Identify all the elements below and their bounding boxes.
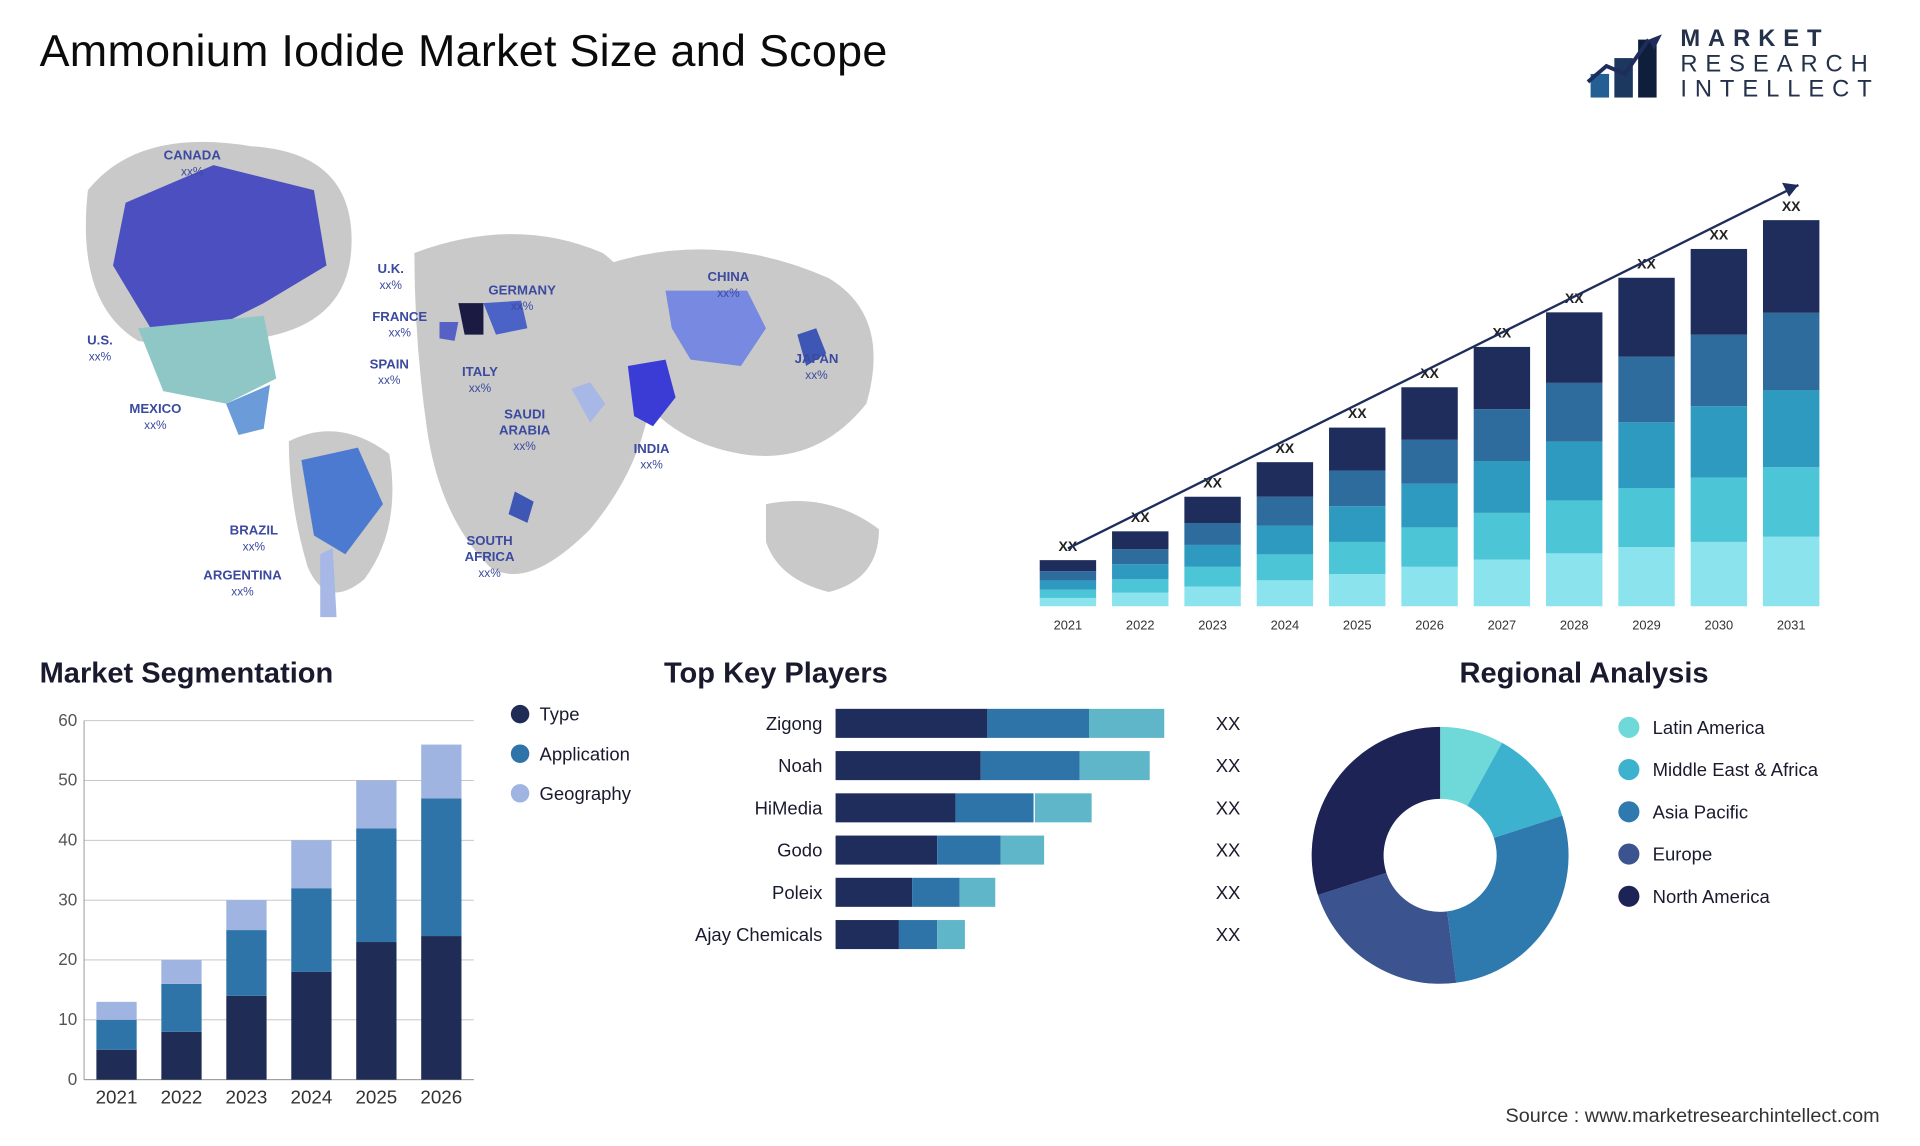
forecast-x-2027: 2027 bbox=[1488, 617, 1517, 629]
region-legend-europe: Europe bbox=[1618, 843, 1818, 864]
player-row-himedia: HiMedia XX bbox=[664, 793, 1255, 822]
logo-text-1: MARKET bbox=[1680, 25, 1829, 51]
brand-logo-icon bbox=[1585, 29, 1664, 98]
player-label: Noah bbox=[664, 755, 822, 776]
player-value: XX bbox=[1216, 797, 1256, 818]
region-legend-north-america: North America bbox=[1618, 885, 1818, 906]
regional-legend: Latin America Middle East & Africa Asia Pa… bbox=[1618, 703, 1818, 906]
forecast-x-2024: 2024 bbox=[1271, 617, 1300, 629]
map-label-china: CHINAxx% bbox=[708, 270, 750, 300]
map-label-saudi: SAUDIARABIAxx% bbox=[499, 407, 550, 453]
players-panel: Top Key Players ZigongXXNoahXXHiMediaXXG… bbox=[664, 656, 1255, 1092]
map-label-safrica: SOUTHAFRICAxx% bbox=[465, 534, 515, 580]
player-value: XX bbox=[1216, 924, 1256, 945]
svg-text:60: 60 bbox=[58, 710, 77, 729]
map-label-us: U.S.xx% bbox=[87, 334, 113, 364]
forecast-x-2022: 2022 bbox=[1126, 617, 1155, 629]
player-value: XX bbox=[1216, 839, 1256, 860]
svg-text:10: 10 bbox=[58, 1010, 77, 1029]
player-label: Ajay Chemicals bbox=[664, 924, 822, 945]
player-value: XX bbox=[1216, 881, 1256, 902]
player-row-zigong: Zigong XX bbox=[664, 708, 1255, 737]
brand-logo: MARKET RESEARCH INTELLECT bbox=[1585, 26, 1879, 101]
svg-text:2023: 2023 bbox=[226, 1086, 268, 1107]
map-label-japan: JAPANxx% bbox=[795, 352, 839, 382]
map-label-canada: CANADAxx% bbox=[164, 149, 221, 179]
player-label: Godo bbox=[664, 839, 822, 860]
segmentation-title: Market Segmentation bbox=[40, 656, 631, 690]
svg-text:2025: 2025 bbox=[355, 1086, 397, 1107]
svg-text:40: 40 bbox=[58, 830, 77, 849]
seg-legend-type: Type bbox=[510, 703, 630, 724]
svg-text:0: 0 bbox=[68, 1069, 78, 1088]
forecast-x-2023: 2023 bbox=[1198, 617, 1227, 629]
player-row-ajay-chemicals: Ajay Chemicals XX bbox=[664, 920, 1255, 949]
forecast-bar-label-2031: XX bbox=[1782, 197, 1801, 213]
map-label-italy: ITALYxx% bbox=[462, 365, 498, 395]
svg-text:2026: 2026 bbox=[420, 1086, 462, 1107]
forecast-x-2028: 2028 bbox=[1560, 617, 1589, 629]
map-label-spain: SPAINxx% bbox=[370, 357, 409, 387]
forecast-x-2029: 2029 bbox=[1632, 617, 1661, 629]
player-row-godo: Godo XX bbox=[664, 835, 1255, 864]
map-label-germany: GERMANYxx% bbox=[488, 283, 555, 313]
logo-text-3: INTELLECT bbox=[1680, 76, 1879, 101]
forecast-x-2021: 2021 bbox=[1054, 617, 1083, 629]
svg-text:50: 50 bbox=[58, 770, 77, 789]
svg-text:20: 20 bbox=[58, 950, 77, 969]
forecast-bar-label-2024: XX bbox=[1276, 439, 1295, 455]
forecast-bar-chart: XX2021XX2022XX2023XX2024XX2025XX2026XX20… bbox=[979, 114, 1879, 629]
seg-legend-application: Application bbox=[510, 743, 630, 764]
forecast-x-2026: 2026 bbox=[1415, 617, 1444, 629]
player-label: Zigong bbox=[664, 712, 822, 733]
forecast-x-2025: 2025 bbox=[1343, 617, 1372, 629]
svg-text:2024: 2024 bbox=[290, 1086, 332, 1107]
world-map-panel: CANADAxx% U.S.xx% MEXICOxx% BRAZILxx% ARGENT… bbox=[40, 114, 940, 629]
player-value: XX bbox=[1216, 755, 1256, 776]
player-label: HiMedia bbox=[664, 797, 822, 818]
forecast-x-2030: 2030 bbox=[1705, 617, 1734, 629]
segmentation-legend: Type Application Geography bbox=[510, 703, 630, 1113]
svg-text:2022: 2022 bbox=[161, 1086, 203, 1107]
region-legend-middle-east-africa: Middle East & Africa bbox=[1618, 759, 1818, 780]
logo-text-2: RESEARCH bbox=[1680, 51, 1879, 76]
regional-title: Regional Analysis bbox=[1288, 656, 1879, 690]
player-row-poleix: Poleix XX bbox=[664, 877, 1255, 906]
region-legend-latin-america: Latin America bbox=[1618, 716, 1818, 737]
regional-panel: Regional Analysis Latin America Middle Ea… bbox=[1288, 656, 1879, 1092]
page-title: Ammonium Iodide Market Size and Scope bbox=[40, 26, 888, 77]
source-attribution: Source : www.marketresearchintellect.com bbox=[1506, 1105, 1880, 1127]
region-legend-asia-pacific: Asia Pacific bbox=[1618, 801, 1818, 822]
seg-legend-geography: Geography bbox=[510, 782, 630, 803]
svg-text:2021: 2021 bbox=[96, 1086, 138, 1107]
player-value: XX bbox=[1216, 712, 1256, 733]
map-label-mexico: MEXICOxx% bbox=[129, 402, 181, 432]
map-label-argentina: ARGENTINAxx% bbox=[203, 568, 281, 598]
forecast-x-2031: 2031 bbox=[1777, 617, 1806, 629]
map-label-france: FRANCExx% bbox=[372, 310, 427, 340]
player-row-noah: Noah XX bbox=[664, 751, 1255, 780]
players-title: Top Key Players bbox=[664, 656, 1255, 690]
segmentation-panel: Market Segmentation 01020304050602021202… bbox=[40, 656, 631, 1092]
map-label-brazil: BRAZILxx% bbox=[230, 524, 278, 554]
svg-text:30: 30 bbox=[58, 890, 77, 909]
player-label: Poleix bbox=[664, 881, 822, 902]
map-label-india: INDIAxx% bbox=[634, 442, 670, 472]
map-label-uk: U.K.xx% bbox=[378, 262, 404, 292]
